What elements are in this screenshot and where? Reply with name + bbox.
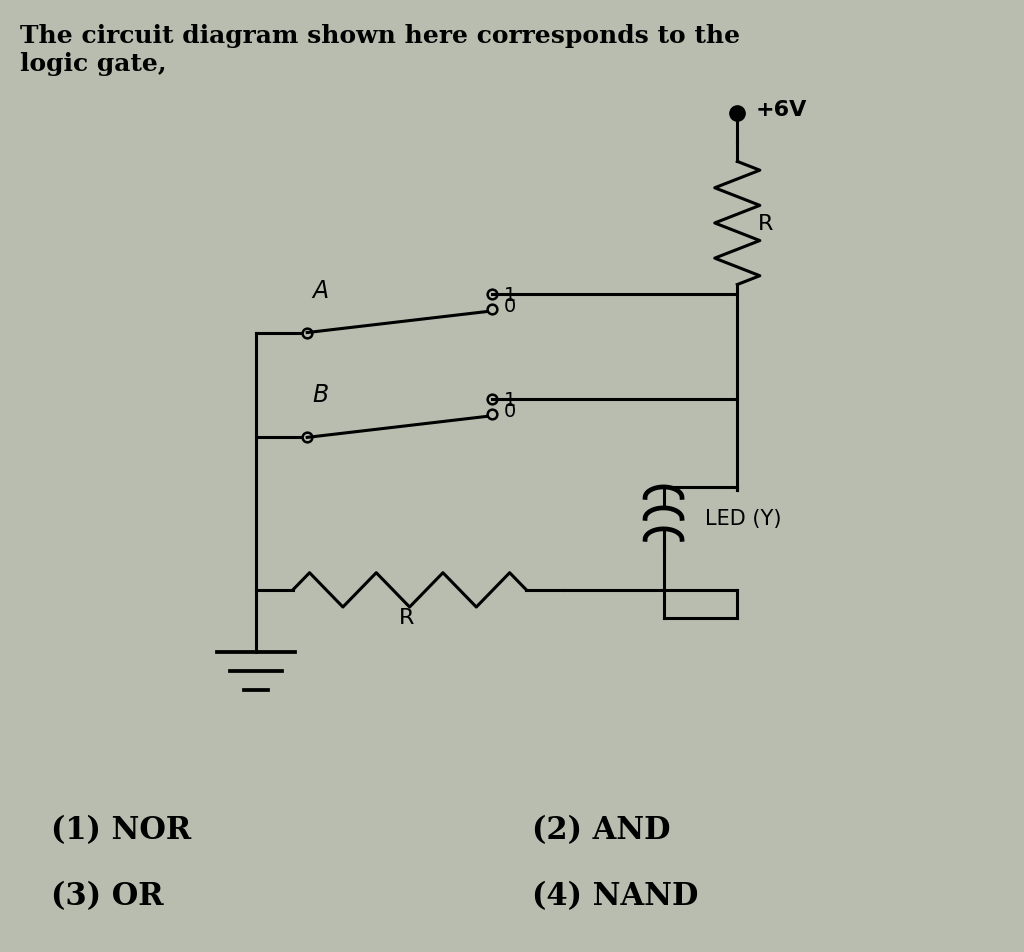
Text: R: R (399, 607, 415, 627)
Text: +6V: +6V (756, 100, 807, 119)
Text: 0: 0 (504, 402, 516, 421)
Text: (4) NAND: (4) NAND (532, 881, 698, 911)
Text: (1) NOR: (1) NOR (51, 814, 191, 844)
Text: 1: 1 (504, 286, 516, 305)
Text: The circuit diagram shown here corresponds to the
logic gate,: The circuit diagram shown here correspon… (20, 24, 740, 75)
Text: B: B (312, 383, 329, 407)
Text: (3) OR: (3) OR (51, 881, 164, 911)
Text: (2) AND: (2) AND (532, 814, 671, 844)
Text: 0: 0 (504, 297, 516, 316)
Text: 1: 1 (504, 390, 516, 409)
Text: R: R (758, 214, 773, 233)
Text: A: A (312, 278, 329, 303)
Text: LED (Y): LED (Y) (705, 509, 781, 528)
